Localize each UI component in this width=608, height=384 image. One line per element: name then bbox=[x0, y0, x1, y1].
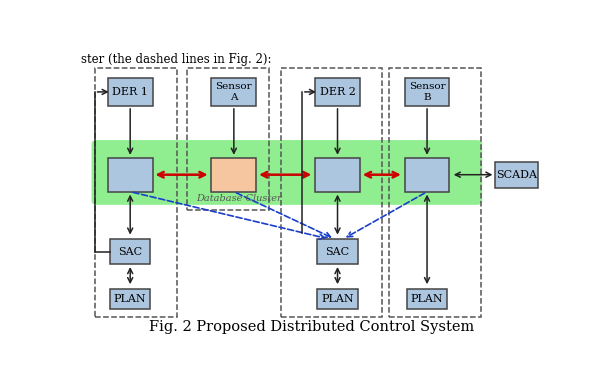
Text: SAC: SAC bbox=[118, 247, 142, 257]
Text: DER 1: DER 1 bbox=[112, 87, 148, 97]
Bar bbox=[110, 288, 150, 309]
Bar bbox=[407, 288, 447, 309]
Bar bbox=[315, 78, 360, 106]
Text: Sensor
B: Sensor B bbox=[409, 82, 445, 102]
Bar bbox=[281, 68, 382, 317]
Text: PLAN: PLAN bbox=[114, 294, 147, 304]
Bar bbox=[95, 68, 178, 317]
Bar bbox=[389, 68, 482, 317]
Bar bbox=[187, 68, 269, 210]
Bar bbox=[108, 78, 153, 106]
Bar bbox=[212, 158, 256, 192]
Text: ster (the dashed lines in Fig. 2):: ster (the dashed lines in Fig. 2): bbox=[81, 53, 271, 66]
Text: SAC: SAC bbox=[325, 247, 350, 257]
Text: Fig. 2 Proposed Distributed Control System: Fig. 2 Proposed Distributed Control Syst… bbox=[149, 320, 474, 334]
Text: Sensor
A: Sensor A bbox=[216, 82, 252, 102]
Bar bbox=[405, 158, 449, 192]
Bar bbox=[317, 239, 358, 264]
Text: PLAN: PLAN bbox=[411, 294, 443, 304]
Bar bbox=[212, 78, 256, 106]
Text: PLAN: PLAN bbox=[321, 294, 354, 304]
Bar bbox=[110, 239, 150, 264]
Text: DER 2: DER 2 bbox=[320, 87, 356, 97]
Bar bbox=[315, 158, 360, 192]
Text: Database Cluster: Database Cluster bbox=[196, 194, 282, 203]
FancyBboxPatch shape bbox=[92, 140, 482, 205]
Bar bbox=[317, 288, 358, 309]
Bar bbox=[496, 162, 538, 188]
Text: SCADA: SCADA bbox=[496, 170, 537, 180]
Bar bbox=[108, 158, 153, 192]
Bar bbox=[405, 78, 449, 106]
